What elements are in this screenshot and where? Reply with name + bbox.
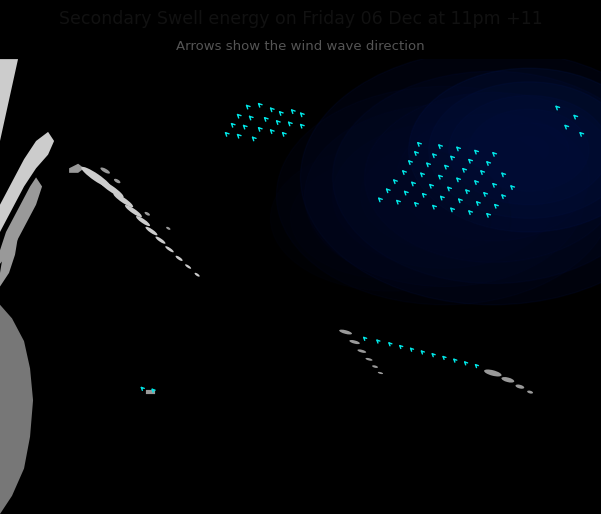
Ellipse shape	[365, 358, 373, 361]
Ellipse shape	[372, 365, 378, 368]
Ellipse shape	[361, 141, 529, 250]
Ellipse shape	[81, 167, 111, 188]
Ellipse shape	[114, 179, 120, 183]
Ellipse shape	[305, 105, 585, 287]
Ellipse shape	[489, 123, 569, 177]
Text: Secondary Swell energy on Friday 06 Dec at 11pm +11: Secondary Swell energy on Friday 06 Dec …	[59, 10, 542, 28]
Ellipse shape	[290, 158, 491, 279]
Polygon shape	[0, 177, 42, 264]
Text: Arrows show the wind wave direction: Arrows show the wind wave direction	[176, 40, 425, 52]
Ellipse shape	[100, 168, 110, 174]
Ellipse shape	[99, 180, 124, 197]
Ellipse shape	[516, 384, 524, 389]
Ellipse shape	[175, 256, 183, 261]
Ellipse shape	[166, 227, 171, 230]
Ellipse shape	[145, 212, 150, 216]
Ellipse shape	[156, 236, 165, 244]
Ellipse shape	[113, 193, 133, 207]
Ellipse shape	[378, 372, 383, 374]
Polygon shape	[69, 164, 84, 173]
Ellipse shape	[429, 82, 601, 218]
Ellipse shape	[349, 340, 360, 344]
Polygon shape	[0, 59, 18, 141]
Ellipse shape	[331, 182, 451, 255]
Ellipse shape	[276, 86, 601, 305]
Ellipse shape	[397, 114, 589, 241]
Polygon shape	[0, 305, 33, 514]
Ellipse shape	[136, 216, 150, 226]
Ellipse shape	[300, 50, 601, 305]
Ellipse shape	[339, 329, 352, 335]
Ellipse shape	[195, 273, 200, 277]
Ellipse shape	[358, 350, 366, 353]
Polygon shape	[0, 227, 18, 287]
Ellipse shape	[165, 246, 174, 252]
Ellipse shape	[469, 109, 589, 191]
Polygon shape	[0, 132, 54, 232]
Ellipse shape	[429, 135, 557, 220]
Ellipse shape	[484, 370, 502, 376]
Ellipse shape	[185, 264, 191, 269]
Ellipse shape	[270, 145, 511, 291]
Ellipse shape	[332, 123, 557, 268]
Ellipse shape	[145, 227, 157, 235]
Ellipse shape	[125, 205, 142, 217]
Ellipse shape	[501, 377, 514, 382]
Ellipse shape	[527, 391, 533, 394]
Ellipse shape	[332, 71, 601, 284]
Ellipse shape	[365, 93, 601, 262]
Ellipse shape	[409, 68, 601, 232]
Ellipse shape	[449, 96, 601, 205]
Ellipse shape	[311, 170, 471, 267]
